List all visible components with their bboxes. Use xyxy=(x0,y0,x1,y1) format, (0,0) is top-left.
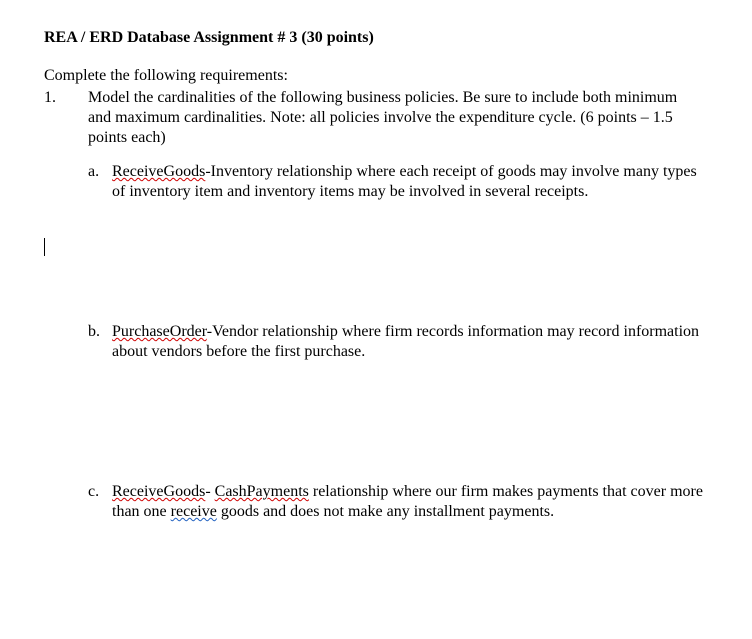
spellcheck-term: ReceiveGoods xyxy=(112,163,205,180)
question-1-body: Model the cardinalities of the following… xyxy=(88,88,704,148)
instruction-text: Complete the following requirements: xyxy=(44,66,704,86)
sub-item-a: a. ReceiveGoods-Inventory relationship w… xyxy=(88,162,704,202)
sub-c-body: ReceiveGoods- CashPayments relationship … xyxy=(112,482,704,522)
spellcheck-term: CashPayments xyxy=(215,483,309,500)
sub-a-letter: a. xyxy=(88,162,112,202)
sub-item-b: b. PurchaseOrder-Vendor relationship whe… xyxy=(88,322,704,362)
sub-c-tail: goods and does not make any installment … xyxy=(217,503,554,520)
grammar-term: receive xyxy=(171,503,217,520)
text-cursor xyxy=(44,238,45,256)
sub-c-letter: c. xyxy=(88,482,112,522)
sub-c-dash: - xyxy=(205,483,214,500)
question-1: 1. Model the cardinalities of the follow… xyxy=(44,88,704,148)
spellcheck-term: PurchaseOrder xyxy=(112,323,207,340)
spellcheck-term: ReceiveGoods xyxy=(112,483,205,500)
sub-b-body: PurchaseOrder-Vendor relationship where … xyxy=(112,322,704,362)
sub-a-body: ReceiveGoods-Inventory relationship wher… xyxy=(112,162,704,202)
assignment-title: REA / ERD Database Assignment # 3 (30 po… xyxy=(44,28,704,48)
sub-b-letter: b. xyxy=(88,322,112,362)
sub-item-c: c. ReceiveGoods- CashPayments relationsh… xyxy=(88,482,704,522)
question-1-number: 1. xyxy=(44,88,88,148)
